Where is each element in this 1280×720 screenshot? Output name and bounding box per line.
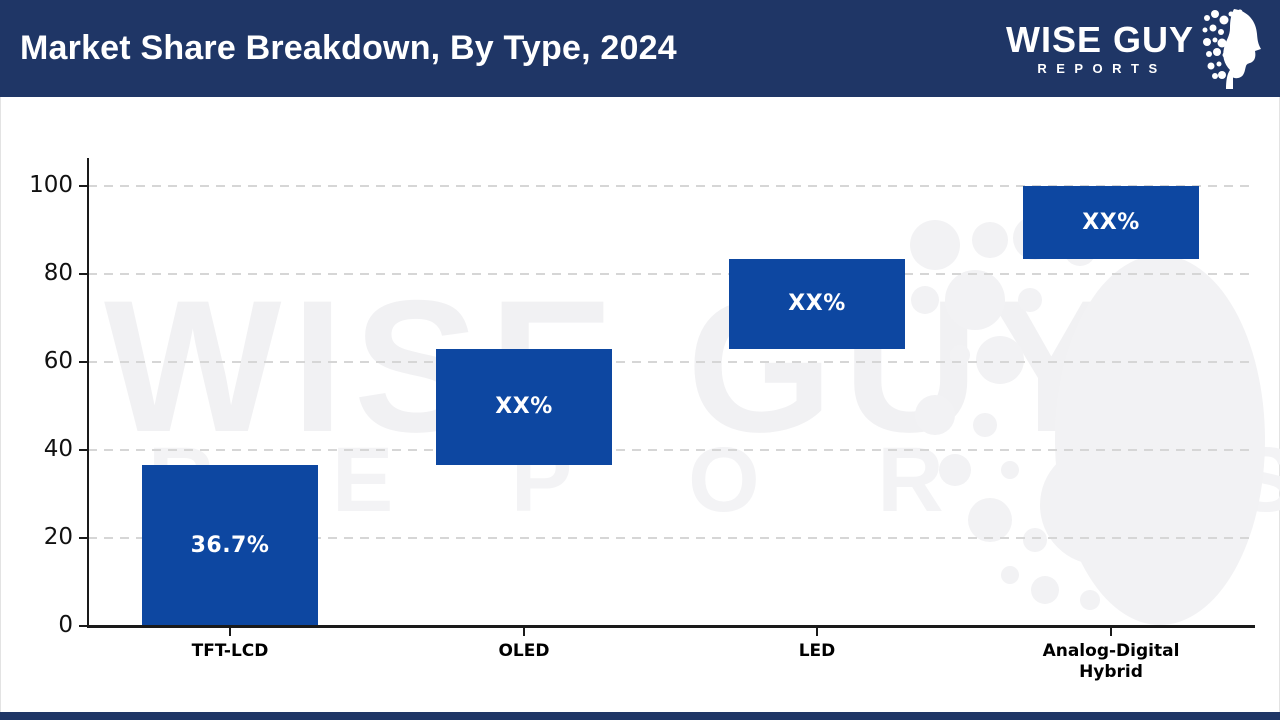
y-tick-label: 80 bbox=[43, 260, 73, 286]
bar-value-label: XX% bbox=[495, 394, 553, 420]
logo-text: WISE GUY REPORTS bbox=[1005, 18, 1194, 76]
bar-value-label: XX% bbox=[1082, 209, 1140, 235]
y-tick-0 bbox=[79, 625, 88, 627]
bar-LED: XX% bbox=[729, 258, 905, 349]
gridline-100 bbox=[88, 185, 1253, 187]
x-tick-OLED bbox=[523, 627, 525, 636]
bar-Analog-Digital Hybrid: XX% bbox=[1023, 186, 1199, 259]
wiseguy-logo: WISE GUY REPORTS bbox=[1006, 8, 1262, 90]
y-tick-40 bbox=[79, 449, 88, 451]
y-tick-label: 40 bbox=[43, 436, 73, 462]
x-category-label: OLED bbox=[498, 641, 550, 661]
x-category-label: Analog-Digital Hybrid bbox=[1042, 641, 1180, 682]
bar-OLED: XX% bbox=[436, 348, 612, 465]
bar-value-label: 36.7% bbox=[190, 532, 270, 558]
header-bar: Market Share Breakdown, By Type, 2024 WI… bbox=[0, 0, 1280, 97]
x-tick-LED bbox=[816, 627, 818, 636]
y-tick-20 bbox=[79, 537, 88, 539]
logo-wordmark: WISE GUY bbox=[1005, 18, 1194, 60]
x-tick-Analog-Digital Hybrid bbox=[1110, 627, 1112, 636]
x-axis-line bbox=[87, 625, 1255, 628]
y-tick-label: 20 bbox=[43, 524, 73, 550]
x-category-label: LED bbox=[798, 641, 836, 661]
x-tick-TFT-LCD bbox=[229, 627, 231, 636]
y-tick-label: 100 bbox=[29, 172, 73, 198]
y-tick-60 bbox=[79, 361, 88, 363]
bar-TFT-LCD: 36.7% bbox=[142, 464, 318, 626]
gridline-60 bbox=[88, 361, 1253, 363]
chart-title: Market Share Breakdown, By Type, 2024 bbox=[20, 29, 677, 67]
y-tick-label: 0 bbox=[58, 612, 73, 638]
watermark-head-graphic bbox=[910, 216, 1265, 625]
bar-value-label: XX% bbox=[788, 291, 846, 317]
y-tick-label: 60 bbox=[43, 348, 73, 374]
x-category-label: TFT-LCD bbox=[191, 641, 269, 661]
y-tick-100 bbox=[79, 185, 88, 187]
y-axis-line bbox=[87, 158, 89, 627]
footer-bar bbox=[0, 712, 1280, 720]
y-tick-80 bbox=[79, 273, 88, 275]
gridline-40 bbox=[88, 449, 1253, 451]
logo-head-icon bbox=[1202, 8, 1261, 89]
gridline-20 bbox=[88, 537, 1253, 539]
logo-subtitle: REPORTS bbox=[1037, 60, 1167, 76]
gridline-80 bbox=[88, 273, 1253, 275]
